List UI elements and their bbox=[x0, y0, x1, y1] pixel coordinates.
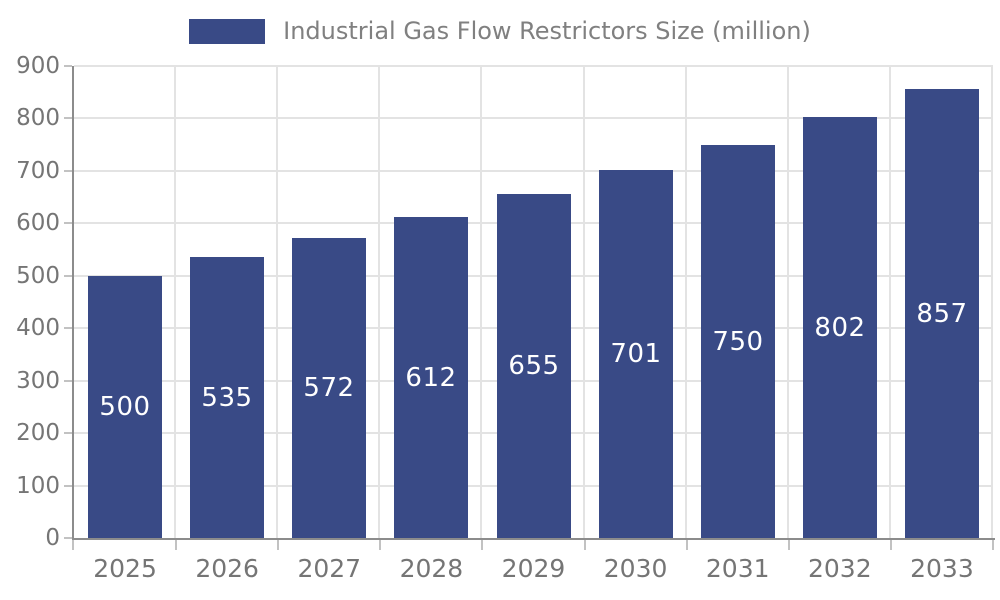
bar: 655 bbox=[497, 194, 571, 538]
bar: 535 bbox=[190, 257, 264, 538]
gridline-vertical bbox=[174, 66, 176, 538]
bar-value-label: 750 bbox=[712, 326, 764, 357]
y-tick-label: 100 bbox=[16, 472, 60, 499]
y-axis-tick bbox=[64, 379, 72, 382]
gridline-vertical bbox=[276, 66, 278, 538]
gridline-vertical bbox=[889, 66, 891, 538]
bar-value-label: 500 bbox=[99, 392, 151, 422]
y-axis-tick bbox=[64, 327, 72, 330]
y-axis-tick bbox=[64, 65, 72, 67]
x-axis-tick bbox=[686, 540, 688, 550]
gridline-vertical bbox=[378, 66, 380, 538]
y-axis-line bbox=[72, 66, 74, 540]
x-axis-tick bbox=[379, 540, 381, 550]
bar: 857 bbox=[905, 89, 979, 538]
y-tick-label: 700 bbox=[16, 157, 60, 184]
x-axis-tick bbox=[890, 540, 892, 550]
y-tick-label: 300 bbox=[16, 367, 60, 394]
bar: 750 bbox=[701, 145, 775, 538]
legend-swatch bbox=[189, 18, 266, 44]
y-tick-label: 400 bbox=[16, 315, 60, 342]
plot-area: 500 535 572 612 655 701 750 802 857 bbox=[64, 65, 995, 550]
bar-value-label: 612 bbox=[405, 362, 457, 393]
y-tick-label: 0 bbox=[45, 525, 60, 551]
bar: 701 bbox=[599, 170, 673, 538]
x-tick-label: 2027 bbox=[297, 554, 362, 583]
bar-value-label: 701 bbox=[610, 339, 662, 369]
x-tick-label: 2032 bbox=[808, 554, 872, 583]
x-tick-label: 2030 bbox=[603, 554, 668, 583]
y-tick-label: 600 bbox=[16, 210, 60, 237]
bar: 802 bbox=[803, 117, 877, 538]
y-tick-label: 500 bbox=[16, 262, 60, 289]
gridline-vertical bbox=[583, 66, 585, 538]
y-axis-tick bbox=[64, 484, 72, 487]
x-axis-tick bbox=[788, 540, 790, 550]
x-tick-label: 2026 bbox=[195, 554, 259, 583]
bar: 612 bbox=[394, 217, 468, 538]
bar-value-label: 535 bbox=[201, 382, 253, 413]
y-axis-tick bbox=[64, 117, 72, 120]
x-axis-tick bbox=[481, 540, 483, 550]
gridline-horizontal bbox=[74, 65, 993, 67]
y-tick-label: 800 bbox=[16, 105, 60, 132]
x-axis-line bbox=[72, 538, 995, 540]
x-tick-label: 2031 bbox=[705, 554, 770, 583]
gridline-vertical bbox=[480, 66, 482, 538]
gridline-vertical bbox=[787, 66, 789, 538]
y-tick-label: 900 bbox=[16, 53, 60, 79]
legend: Industrial Gas Flow Restrictors Size (mi… bbox=[0, 16, 1000, 46]
x-axis-tick bbox=[175, 540, 177, 550]
y-axis-tick bbox=[64, 274, 72, 277]
bar-value-label: 857 bbox=[916, 298, 968, 329]
bar: 500 bbox=[88, 276, 162, 538]
x-tick-label: 2029 bbox=[501, 554, 566, 583]
gridline-horizontal bbox=[74, 169, 993, 172]
x-axis-tick bbox=[277, 540, 279, 550]
legend-label: Industrial Gas Flow Restrictors Size (mi… bbox=[283, 17, 811, 45]
y-axis-tick bbox=[64, 432, 72, 435]
bar-value-label: 802 bbox=[814, 312, 866, 343]
y-tick-label: 200 bbox=[16, 420, 60, 447]
y-axis-tick bbox=[64, 222, 72, 225]
bar-value-label: 655 bbox=[508, 351, 560, 381]
gridline-vertical bbox=[685, 66, 687, 538]
x-axis-tick bbox=[584, 540, 586, 550]
gridline-vertical bbox=[991, 66, 993, 538]
x-axis-tick bbox=[72, 540, 74, 550]
x-tick-label: 2028 bbox=[399, 554, 464, 583]
y-axis-tick bbox=[64, 169, 72, 172]
bar-value-label: 572 bbox=[303, 373, 355, 403]
gridline-horizontal bbox=[74, 117, 993, 120]
bar: 572 bbox=[292, 238, 366, 538]
x-tick-label: 2025 bbox=[93, 554, 157, 583]
x-axis-tick bbox=[992, 540, 994, 550]
x-tick-label: 2033 bbox=[910, 554, 974, 583]
y-axis-tick bbox=[64, 537, 72, 539]
